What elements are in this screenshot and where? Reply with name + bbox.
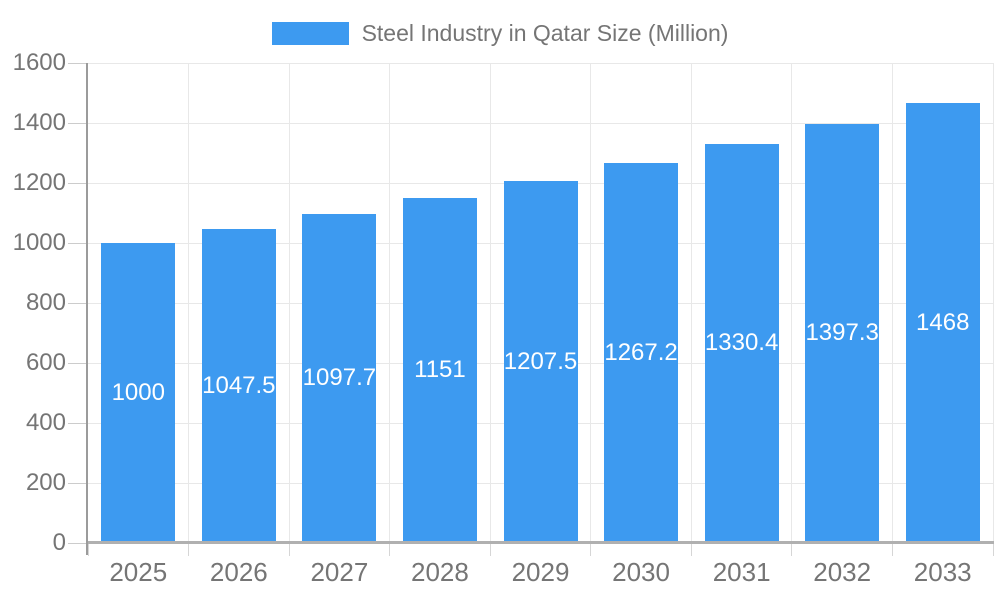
bar-2031: 1330.4 <box>704 143 779 543</box>
x-axis-label: 2031 <box>712 557 771 587</box>
x-axis-tick <box>690 543 692 556</box>
x-axis-tick <box>992 543 994 556</box>
y-axis-label: 1000 <box>12 229 66 256</box>
y-axis-label: 200 <box>25 469 66 496</box>
y-axis-tick <box>68 242 88 244</box>
x-axis-tick <box>288 543 290 556</box>
bar-2028: 1151 <box>402 197 477 543</box>
y-axis-label: 1600 <box>12 49 66 76</box>
bar-value-label: 1207.5 <box>503 347 578 375</box>
x-axis-label: 2032 <box>813 557 872 587</box>
legend-swatch-icon[interactable] <box>271 22 349 45</box>
x-axis-line <box>88 541 994 544</box>
bar-2029: 1207.5 <box>503 180 578 543</box>
y-axis-label: 1400 <box>12 109 66 136</box>
x-axis-label: 2029 <box>511 557 570 587</box>
x-axis-tick <box>389 543 391 556</box>
bar-2027: 1097.7 <box>302 213 377 543</box>
y-axis-tick <box>68 182 88 184</box>
bar-value-label: 1097.7 <box>302 364 377 392</box>
y-gridline <box>88 122 993 124</box>
x-axis-label: 2028 <box>411 557 469 587</box>
bar-value-label: 1000 <box>111 379 165 406</box>
x-axis-label: 2027 <box>310 557 369 587</box>
legend-label[interactable]: Steel Industry in Qatar Size (Million) <box>361 20 729 46</box>
y-axis-label: 0 <box>52 529 66 556</box>
legend: Steel Industry in Qatar Size (Million) <box>0 20 1000 47</box>
y-axis-label: 1200 <box>12 169 66 196</box>
x-axis-label: 2030 <box>612 557 670 587</box>
y-axis-line <box>86 63 88 555</box>
bar-value-label: 1330.4 <box>704 329 779 357</box>
bar-value-label: 1468 <box>916 308 970 336</box>
bar-value-label: 1151 <box>414 356 466 384</box>
category-gridline <box>590 63 592 543</box>
y-axis-tick <box>68 482 88 484</box>
y-axis-tick <box>68 422 88 424</box>
y-axis-tick <box>68 62 88 64</box>
x-axis-label: 2033 <box>913 557 972 587</box>
x-axis-tick <box>590 543 592 556</box>
x-axis-tick <box>891 543 893 556</box>
y-axis-label: 600 <box>25 349 66 376</box>
x-axis-tick <box>489 543 491 556</box>
y-axis-tick <box>68 542 88 544</box>
x-axis-label: 2026 <box>209 557 268 587</box>
category-gridline <box>992 63 994 543</box>
y-axis-label: 800 <box>25 289 66 316</box>
x-axis-tick <box>791 543 793 556</box>
y-axis-tick <box>68 302 88 304</box>
category-gridline <box>690 63 692 543</box>
bar-2032: 1397.3 <box>805 123 880 543</box>
category-gridline <box>791 63 793 543</box>
bar-2025: 1000 <box>101 243 176 543</box>
x-axis-tick <box>188 543 190 556</box>
category-gridline <box>188 63 190 543</box>
bar-2033: 1468 <box>905 102 980 543</box>
category-gridline <box>288 63 290 543</box>
bar-2026: 1047.5 <box>201 228 276 543</box>
x-axis-tick <box>87 543 89 556</box>
y-axis-label: 400 <box>25 409 66 436</box>
category-gridline <box>891 63 893 543</box>
y-axis-tick <box>68 122 88 124</box>
bar-2030: 1267.2 <box>604 162 679 543</box>
bar-value-label: 1047.5 <box>202 371 276 399</box>
bar-value-label: 1397.3 <box>805 319 879 347</box>
y-axis-tick <box>68 362 88 364</box>
category-gridline <box>489 63 491 543</box>
x-axis-label: 2025 <box>109 557 168 587</box>
category-gridline <box>389 63 391 543</box>
y-gridline <box>88 62 993 64</box>
bar-value-label: 1267.2 <box>604 338 678 366</box>
